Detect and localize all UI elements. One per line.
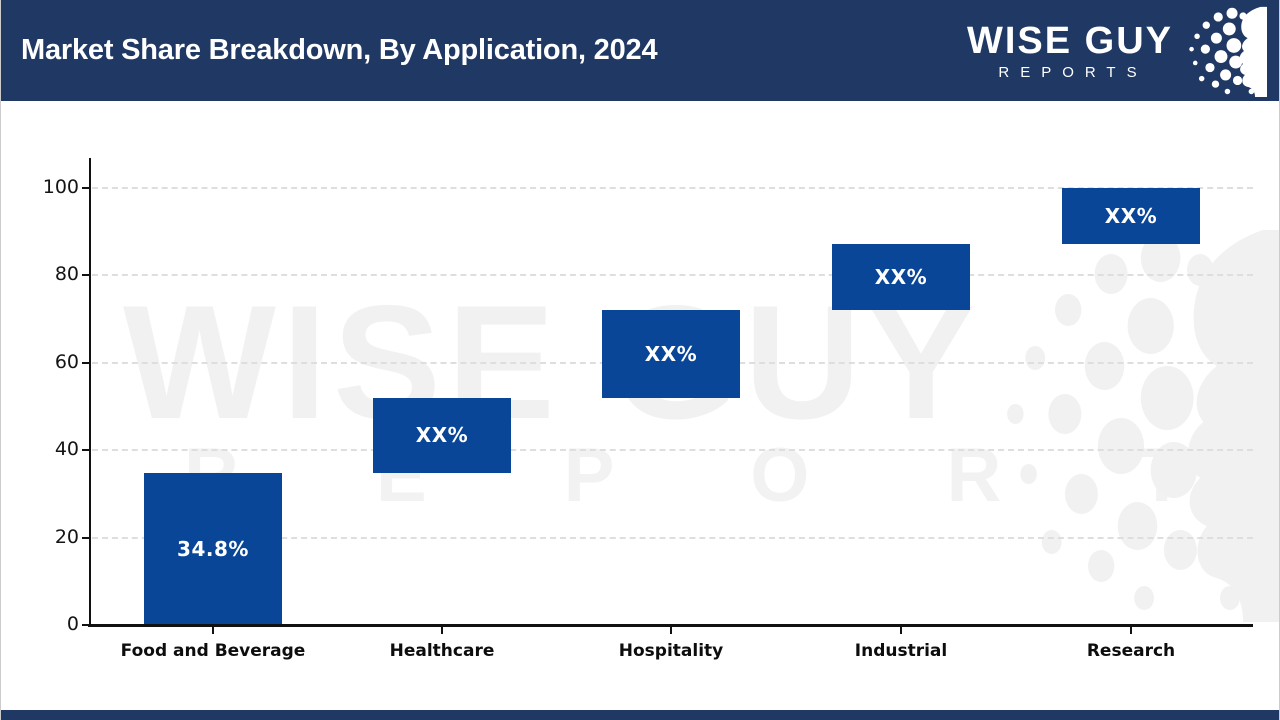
y-tick-label: 100	[42, 175, 79, 198]
x-tick-mark	[900, 627, 902, 634]
x-category-label: Healthcare	[389, 641, 495, 661]
y-axis-line	[89, 158, 91, 627]
bar-value-label: 34.8%	[177, 536, 249, 561]
dotted-head-icon	[1189, 6, 1267, 97]
logo-wordmark: WISE GUY	[966, 19, 1173, 62]
x-axis-line	[88, 624, 1253, 627]
bar-value-label: XX%	[415, 423, 469, 448]
bar-healthcare: XX%	[373, 397, 511, 473]
y-tick-mark	[82, 361, 89, 364]
bar-value-label: XX%	[874, 265, 928, 290]
y-tick-mark	[82, 536, 89, 539]
bar-hospitality: XX%	[602, 310, 740, 398]
y-tick-label: 40	[54, 438, 79, 460]
footer-band	[1, 710, 1279, 720]
gridline	[92, 274, 1253, 276]
y-tick-label: 60	[54, 350, 79, 373]
x-tick-mark	[212, 627, 214, 634]
y-tick-mark	[82, 186, 89, 189]
x-tick-mark	[1130, 627, 1132, 634]
bar-research: XX%	[1062, 187, 1200, 245]
gridline	[92, 186, 1253, 189]
page-title: Market Share Breakdown, By Application, …	[21, 34, 658, 66]
y-tick-label: 20	[54, 525, 79, 548]
x-category-label: Hospitality	[618, 641, 724, 661]
x-category-label: Food and Beverage	[120, 641, 306, 661]
x-tick-mark	[441, 627, 443, 634]
gridline	[92, 536, 1253, 539]
gridline	[92, 449, 1253, 451]
x-category-label: Industrial	[854, 641, 948, 661]
y-tick-mark	[82, 274, 89, 276]
bar-value-label: XX%	[1104, 203, 1158, 228]
watermark-head-icon	[1007, 230, 1279, 622]
logo-subtext: REPORTS	[998, 63, 1148, 81]
bar-value-label: XX%	[644, 341, 698, 366]
x-category-label: Research	[1086, 641, 1176, 661]
wise-guy-reports-logo: WISE GUY REPORTS	[967, 5, 1267, 97]
y-tick-label: 80	[54, 263, 79, 285]
bar-food-and-beverage: 34.8%	[144, 472, 282, 625]
header-band: Market Share Breakdown, By Application, …	[1, 0, 1279, 101]
logo-text: WISE GUY REPORTS	[967, 22, 1173, 80]
y-tick-mark	[82, 449, 89, 451]
bar-industrial: XX%	[832, 244, 970, 310]
y-tick-label: 0	[66, 613, 79, 635]
y-tick-mark	[82, 624, 89, 626]
x-tick-mark	[670, 627, 672, 634]
